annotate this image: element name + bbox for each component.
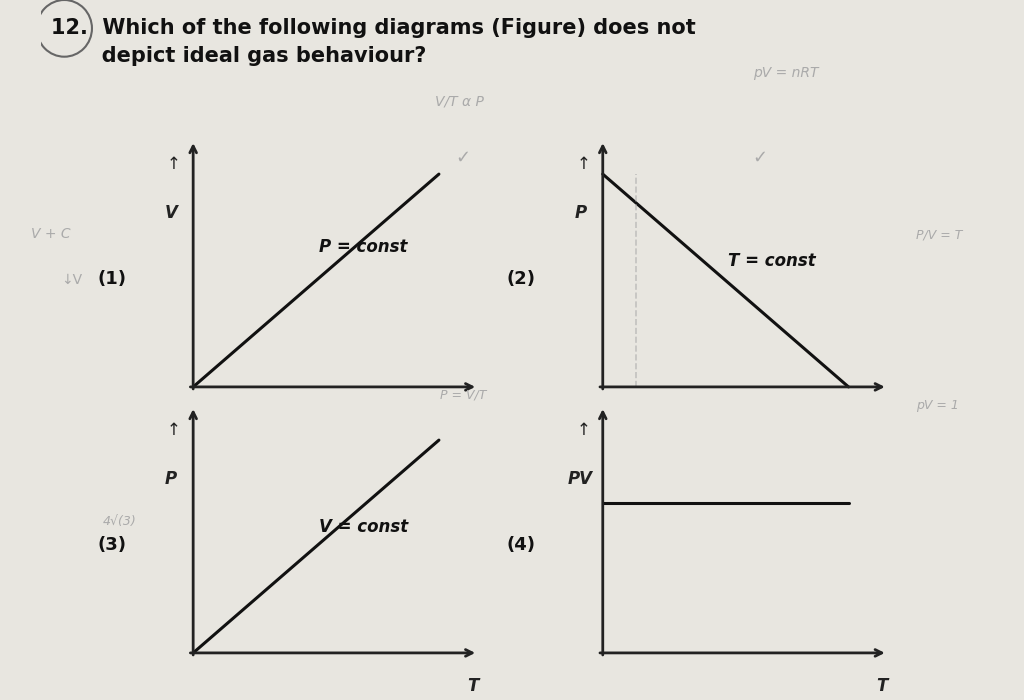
Text: 4√(3): 4√(3) [102, 515, 136, 528]
Text: depict ideal gas behaviour?: depict ideal gas behaviour? [51, 46, 427, 66]
Text: T: T [467, 411, 478, 429]
Text: ✓: ✓ [456, 148, 471, 167]
Text: V + C: V + C [31, 228, 71, 241]
Text: T = const: T = const [728, 252, 816, 270]
Text: T: T [877, 677, 888, 695]
Text: $\uparrow$: $\uparrow$ [163, 421, 178, 440]
Text: (3): (3) [97, 536, 126, 554]
Text: P/V = T: P/V = T [916, 228, 963, 241]
Text: P: P [165, 470, 177, 488]
Text: V: V [876, 411, 889, 429]
Text: $\uparrow$: $\uparrow$ [163, 155, 178, 174]
Text: V: V [165, 204, 177, 222]
Text: T: T [467, 677, 478, 695]
Text: V = const: V = const [318, 518, 409, 536]
Text: pV = 1: pV = 1 [916, 400, 959, 412]
Text: ✓: ✓ [753, 148, 768, 167]
Text: P: P [574, 204, 587, 222]
Text: P = V/T: P = V/T [440, 389, 486, 402]
Text: ↓V: ↓V [61, 273, 83, 287]
Text: (4): (4) [507, 536, 536, 554]
Text: V/T α P: V/T α P [435, 94, 484, 108]
Text: (2): (2) [507, 270, 536, 288]
Text: $\uparrow$: $\uparrow$ [572, 421, 588, 440]
Text: $\uparrow$: $\uparrow$ [572, 155, 588, 174]
Text: PV: PV [568, 470, 593, 488]
Text: (1): (1) [97, 270, 126, 288]
Text: pV = nRT: pV = nRT [753, 66, 818, 80]
Text: P = const: P = const [318, 238, 408, 256]
Text: 12.  Which of the following diagrams (Figure) does not: 12. Which of the following diagrams (Fig… [51, 18, 696, 38]
